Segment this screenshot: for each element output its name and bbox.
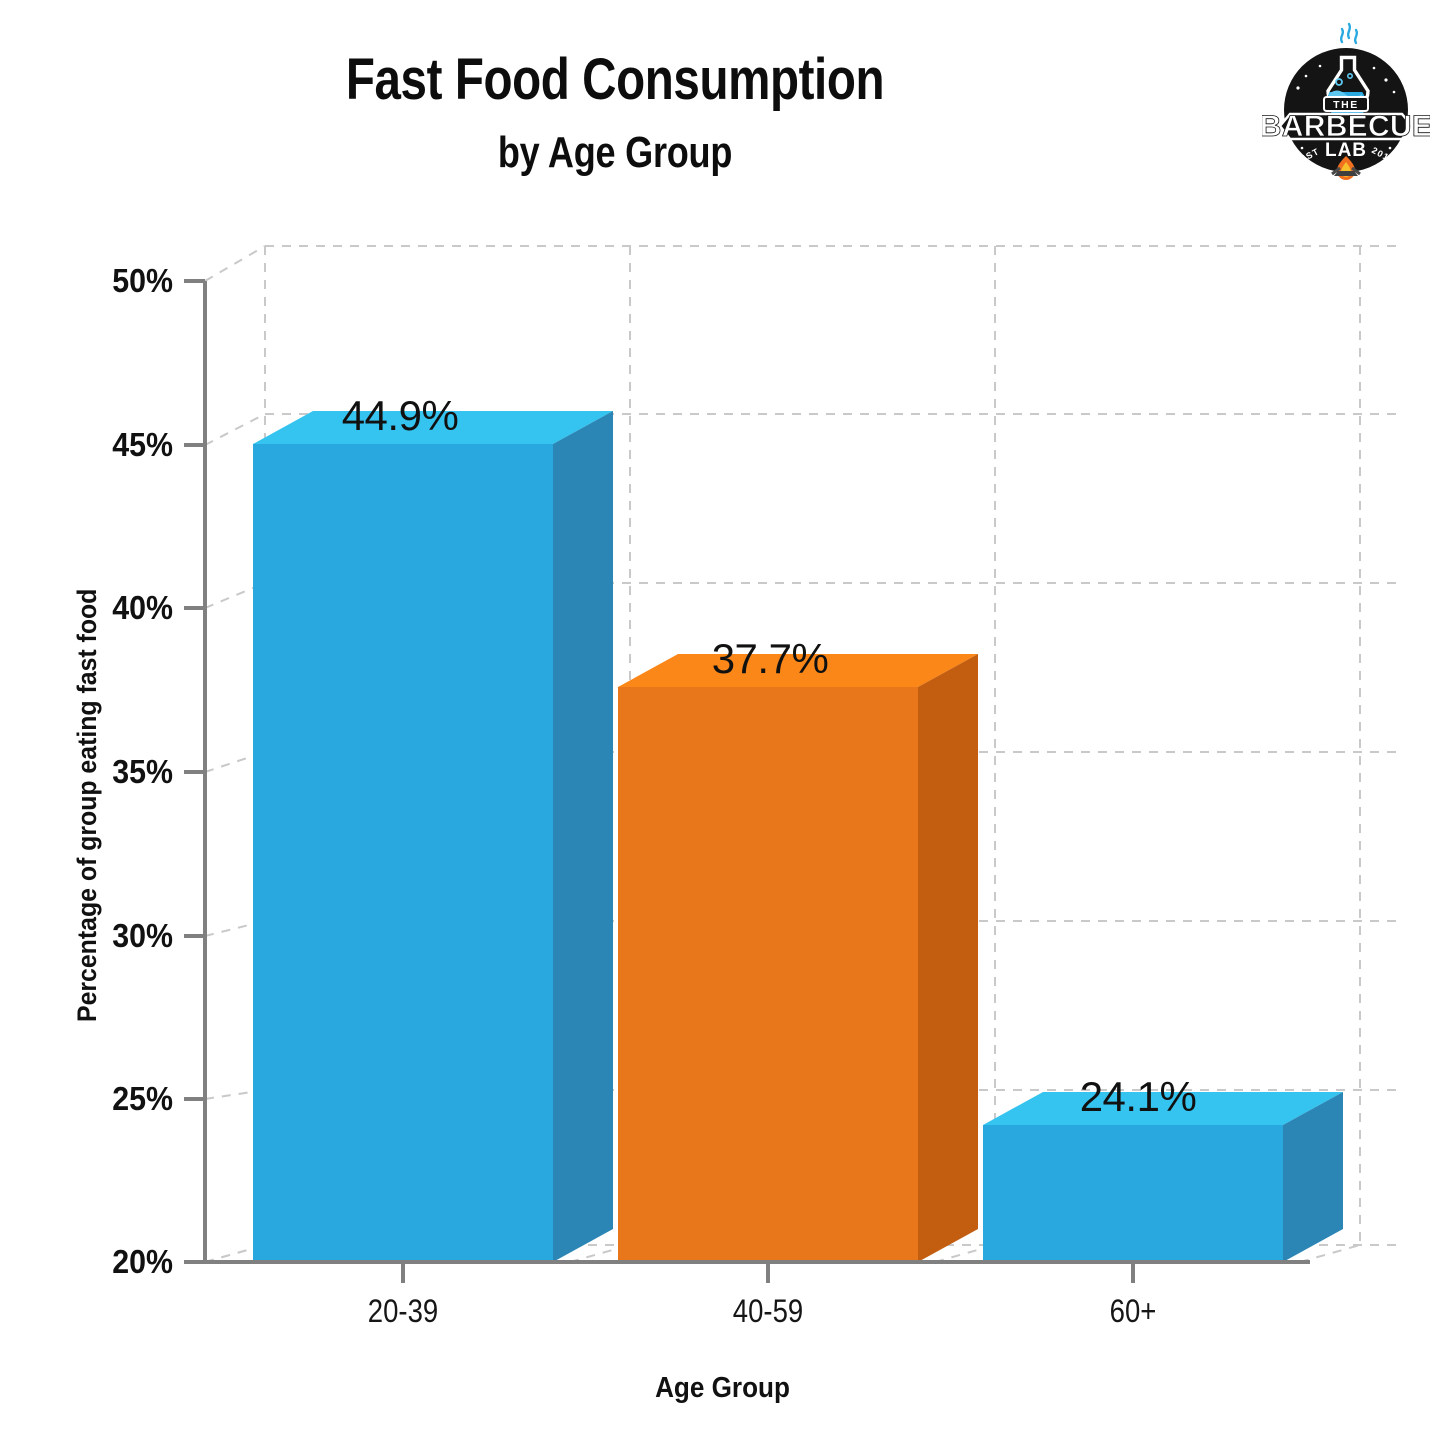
bar-side-face	[918, 654, 978, 1262]
x-tick-label-20-39: 20-39	[367, 1293, 439, 1329]
value-label-60plus: 24.1%	[1079, 1073, 1197, 1120]
banner-ribbon	[1278, 112, 1414, 141]
bubble-icon	[1335, 78, 1343, 86]
y-axis-ticks	[184, 279, 205, 1264]
bar-front-face	[253, 444, 553, 1262]
bar-top-face	[253, 411, 613, 444]
bar-side-face	[1283, 1092, 1343, 1262]
y-tick-label-25: 25%	[112, 1080, 173, 1117]
y-tick-label-45: 45%	[112, 426, 173, 463]
bubble-icon	[1347, 72, 1354, 79]
page-subtitle: by Age Group	[497, 128, 733, 177]
bar-side-face	[553, 411, 613, 1262]
the-barbecue-lab-logo: THE BARBECUE LAB EST 2018	[1259, 18, 1432, 186]
logo-barbecue-text: BARBECUE	[1262, 110, 1430, 143]
bar-top-face	[618, 654, 978, 687]
y-tick-label-50: 50%	[112, 262, 173, 299]
y-tick-label-30: 30%	[112, 917, 173, 954]
x-tick-label-40-59: 40-59	[732, 1293, 804, 1329]
y-tick-label-40: 40%	[112, 589, 173, 626]
value-label-40-59: 37.7%	[711, 635, 829, 682]
y-axis-title: Percentage of group eating fast food	[72, 588, 102, 1022]
x-tick-label-60plus: 60+	[1109, 1293, 1157, 1329]
star-decorations	[1296, 64, 1396, 150]
y-tick-label-35: 35%	[112, 753, 173, 790]
bar-40-59[interactable]	[618, 654, 978, 1262]
the-tag	[1323, 96, 1369, 112]
bar-20-39[interactable]	[253, 411, 613, 1262]
bar-top-face	[983, 1092, 1343, 1125]
logo-svg: THE BARBECUE LAB EST 2018	[1259, 22, 1432, 180]
bar-front-face	[983, 1125, 1283, 1262]
flame-icon	[1331, 156, 1361, 180]
logo-the-text: THE	[1333, 99, 1359, 111]
x-axis-ticks	[401, 1262, 1135, 1283]
logo-lab-text: LAB	[1325, 140, 1367, 161]
steam-icon	[1339, 22, 1359, 45]
bar-60plus[interactable]	[983, 1092, 1343, 1262]
y-tick-label-20: 20%	[112, 1243, 173, 1280]
x-axis-title: Age Group	[655, 1372, 790, 1404]
value-label-20-39: 44.9%	[341, 392, 459, 439]
page-title: Fast Food Consumption	[345, 47, 885, 112]
bar-front-face	[618, 687, 918, 1262]
